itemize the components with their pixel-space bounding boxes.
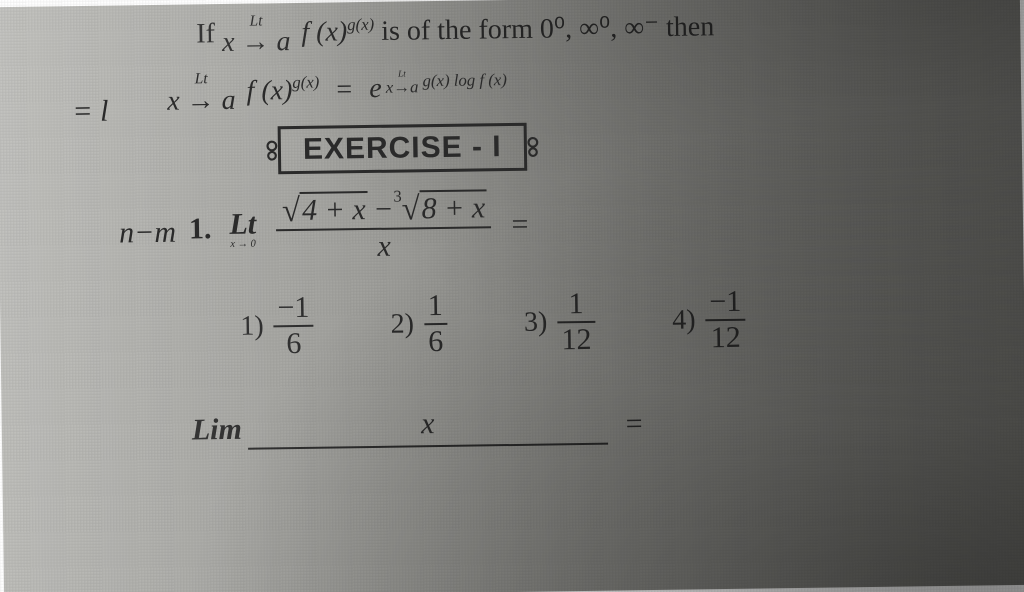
swirl-left-icon [259, 137, 285, 163]
limit-stack-2: Lt x → a [167, 71, 236, 115]
equals-1: = [326, 74, 369, 106]
bottom-partial: Lim x = [192, 399, 996, 450]
surd-2: √ [401, 191, 420, 228]
equals-problem: = [511, 208, 528, 242]
sqrt-2: 3 √8 + x [399, 189, 487, 227]
swirl-right-icon [519, 133, 545, 159]
option-1-frac: −1 6 [271, 291, 316, 362]
bottom-equals: = [614, 407, 645, 441]
e-base: e [369, 73, 382, 104]
option-4: 4) −1 12 [672, 285, 748, 356]
option-3: 3) 1 12 [523, 287, 597, 358]
text-if: If [196, 18, 222, 49]
option-3-den: 12 [557, 323, 595, 358]
options-row: 1) −1 6 2) 1 6 3) 1 12 4) −1 12 [240, 281, 995, 362]
limit-op: Lt x → 0 [229, 210, 256, 249]
fx: f (x) [297, 16, 347, 48]
option-1-label: 1) [240, 310, 264, 342]
option-3-label: 3) [524, 306, 548, 338]
sqrt-body-1: 4 + x [300, 191, 368, 228]
fraction-denominator: x [276, 228, 492, 265]
main-fraction: √4 + x − 3 √8 + x x [274, 189, 494, 265]
text-mid: is of the form [381, 14, 540, 47]
option-3-frac: 1 12 [555, 287, 598, 358]
fx-2: f (x) [242, 75, 292, 107]
option-2-num: 1 [423, 289, 447, 325]
option-2: 2) 1 6 [390, 289, 449, 360]
side-label: n−m [119, 215, 176, 250]
banner-text: EXERCISE - I [303, 130, 502, 166]
banner-row: EXERCISE - I [278, 116, 993, 174]
option-1-den: 6 [274, 327, 314, 362]
option-2-den: 6 [424, 325, 447, 359]
gx-sup-2: g(x) [292, 73, 319, 92]
problem-number: 1. [189, 213, 212, 247]
option-4-frac: −1 12 [703, 285, 748, 356]
exp-tail: g(x) log f (x) [422, 70, 507, 90]
bottom-numerator: x [248, 404, 609, 449]
bottom-lim: Lim [192, 413, 242, 448]
limit-stack-1: Lt x → a [222, 13, 291, 57]
gx-sup: g(x) [347, 15, 374, 34]
surd-1: √ [282, 193, 301, 230]
forms: 0⁰, ∞⁰, ∞⁻ [540, 12, 660, 45]
option-4-den: 12 [706, 321, 746, 356]
page: If Lt x → a f (x)g(x) is of the form 0⁰,… [0, 0, 1024, 592]
sqrt-body-2: 8 + x [419, 189, 487, 226]
limit-base: x → a [222, 28, 291, 57]
lim-sub: x → 0 [230, 240, 257, 251]
side-label-text: n−m [119, 215, 176, 249]
exp-lim-bot: x→a [386, 79, 419, 96]
option-4-label: 4) [672, 304, 696, 336]
intro-line-1: If Lt x → a f (x)g(x) is of the form 0⁰,… [196, 3, 991, 57]
intro-line-2: = l Lt x → a f (x)g(x) = e Lt x→a g(x) l… [167, 61, 992, 116]
bottom-frac: x [248, 404, 609, 449]
e-exponent: Lt x→a g(x) log f (x) [381, 70, 507, 91]
problem-1: n−m 1. Lt x → 0 √4 + x − 3 √8 + x x = [189, 182, 994, 266]
option-2-frac: 1 6 [421, 289, 449, 359]
option-3-num: 1 [557, 287, 595, 324]
sqrt-1: √4 + x [280, 191, 368, 229]
exercise-banner: EXERCISE - I [278, 123, 527, 174]
text-then: then [666, 11, 715, 43]
fraction-numerator: √4 + x − 3 √8 + x [276, 189, 492, 231]
option-4-num: −1 [705, 285, 745, 322]
option-2-label: 2) [390, 308, 414, 340]
exp-limit-stack: Lt x→a [386, 70, 419, 96]
option-1: 1) −1 6 [240, 291, 316, 362]
limit-base-2: x → a [167, 87, 236, 116]
margin-l-label: = l [72, 91, 109, 133]
option-1-num: −1 [273, 291, 313, 328]
lim-word: Lt [229, 210, 256, 240]
